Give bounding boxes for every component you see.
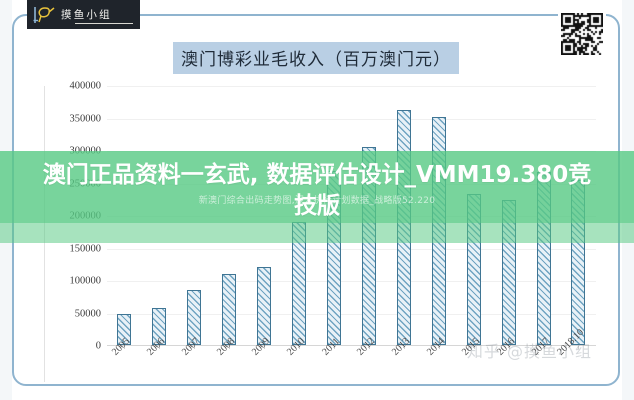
- x-label-slot: 2006: [142, 336, 177, 392]
- x-label-slot: 2009: [247, 336, 282, 392]
- bar[interactable]: [396, 110, 411, 345]
- x-axis-tick: [299, 345, 301, 349]
- bar[interactable]: [152, 308, 167, 345]
- x-axis-tick: [543, 345, 545, 349]
- gridline: [107, 248, 596, 250]
- brand-logo-badge: 摸鱼小组: [27, 0, 140, 29]
- overlay-subline: 新澳门综合出码走势图,深入执行计划数据_战略版52.220: [198, 196, 436, 206]
- y-axis-tick-label: 300000: [69, 145, 102, 157]
- x-axis-tick: [229, 345, 231, 349]
- x-label-slot: 2010: [282, 336, 317, 392]
- gridline: [107, 118, 596, 120]
- x-axis-tick: [403, 345, 405, 349]
- y-axis-tick-label: 0: [95, 340, 101, 352]
- bar[interactable]: [222, 274, 237, 345]
- fish-logo-icon: [32, 3, 58, 27]
- gridline: [107, 313, 596, 315]
- x-axis-tick: [194, 345, 196, 349]
- y-axis-tick-label: 350000: [69, 113, 102, 124]
- bar-slot: [107, 86, 142, 349]
- x-label-slot: 2012: [351, 336, 386, 392]
- x-label-slot: 2007: [177, 336, 212, 392]
- x-label-slot: 2014: [421, 336, 456, 392]
- chart-title-container: 澳门博彩业毛收入（百万澳门元）: [14, 42, 618, 74]
- x-axis-tick: [264, 345, 266, 349]
- gridline: [107, 86, 596, 87]
- bar[interactable]: [187, 290, 202, 345]
- y-axis-tick-label: 400000: [69, 80, 102, 92]
- x-axis-tick: [159, 345, 161, 349]
- x-axis-tick: [578, 345, 580, 349]
- overlay-headline: 澳门正品资料一玄武, 数据评估设计_VMM19.380竞技版: [42, 162, 592, 219]
- x-label-slot: 2008: [212, 336, 247, 392]
- x-axis-tick: [124, 345, 126, 349]
- y-axis-tick-label: 100000: [69, 275, 102, 287]
- x-axis-tick: [508, 345, 510, 349]
- y-axis-tick-label: 50000: [74, 308, 101, 319]
- x-label-slot: 2013: [386, 336, 421, 392]
- brand-logo-text: 摸鱼小组: [61, 9, 112, 21]
- chart-title: 澳门博彩业毛收入（百万澳门元）: [173, 42, 459, 74]
- bar-slot: [142, 86, 177, 349]
- bar-slot: [247, 86, 282, 349]
- x-label-slot: 2011: [317, 336, 352, 392]
- x-label-slot: 2005: [107, 336, 142, 392]
- qr-code-icon[interactable]: [558, 10, 606, 58]
- bar[interactable]: [257, 267, 272, 345]
- y-axis-tick-label: 150000: [69, 243, 102, 254]
- logo-underline: [75, 23, 133, 24]
- x-axis-tick: [368, 345, 370, 349]
- watermark: 知乎 @摸鱼小组: [466, 342, 592, 361]
- bar[interactable]: [292, 222, 307, 345]
- bar-slot: [282, 86, 317, 349]
- x-axis-line: [107, 345, 596, 346]
- bar[interactable]: [117, 314, 132, 345]
- bar[interactable]: [431, 117, 446, 345]
- x-axis-tick: [333, 345, 335, 349]
- bar-slot: [212, 86, 247, 349]
- bar-slot: [177, 86, 212, 349]
- x-axis-tick: [473, 345, 475, 349]
- gridline: [107, 281, 596, 282]
- x-axis-tick: [438, 345, 440, 349]
